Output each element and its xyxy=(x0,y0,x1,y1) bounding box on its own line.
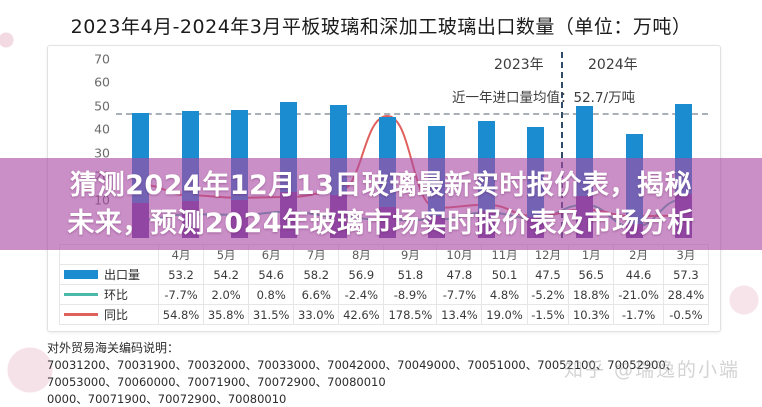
table-cell: 0.8% xyxy=(248,284,295,305)
headline-line-2: 未来，预测2024年玻璃市场实时报价表及市场分析 xyxy=(67,208,695,239)
year-band: 2023年 2024年 xyxy=(48,54,720,74)
table-cell: 31.5% xyxy=(248,304,295,325)
data-table: 4月 5月 6月 7月 8月 9月 10月 11月 12月 1月 2月 3月 出口量 53.2 54.2 5… xyxy=(59,244,710,325)
legend-swatch-bar-icon xyxy=(64,270,98,279)
table-row: 环比 -7.7% 2.0% 0.8% 6.6% -2.4% -8.9% -7.7% 4.8% -5… xyxy=(59,284,710,305)
legend-label-text: 出口量 xyxy=(104,268,141,282)
table-cell: 10.3% xyxy=(568,304,615,325)
table-cell: -5.2% xyxy=(526,284,570,305)
table-body: 出口量 53.2 54.2 54.6 58.2 56.9 51.8 47.8 50.1 47.5 5… xyxy=(59,264,710,325)
table-cell: -1.7% xyxy=(613,304,664,325)
y-axis-tick: 30 xyxy=(94,145,110,161)
year-label-right: 2024年 xyxy=(588,57,638,73)
legend-label-text: 同比 xyxy=(104,308,129,322)
legend-swatch-line-icon xyxy=(64,313,98,316)
table-cell: 54.8% xyxy=(157,304,205,325)
table-cell: -21.0% xyxy=(613,284,664,305)
footnote-line-2: 0000、70071900、70072900、70080010 xyxy=(47,391,287,406)
table-cell: 35.8% xyxy=(203,304,250,325)
table-row: 出口量 53.2 54.2 54.6 58.2 56.9 51.8 47.8 50.1 47.5 5… xyxy=(59,264,710,285)
table-cell: 42.6% xyxy=(338,304,385,325)
table-cell: -2.4% xyxy=(338,284,385,305)
table-cell: 178.5% xyxy=(383,304,438,325)
y-axis-tick: 40 xyxy=(94,121,110,137)
table-cell: 54.6 xyxy=(248,264,295,285)
legend-row-label: 出口量 xyxy=(59,264,159,285)
table-cell: 50.1 xyxy=(481,264,528,285)
year-label-left: 2023年 xyxy=(494,57,544,73)
table-cell: 58.2 xyxy=(293,264,340,285)
table-cell: 6.6% xyxy=(293,284,340,305)
legend-row-label: 环比 xyxy=(59,284,159,305)
table-cell: 2.0% xyxy=(203,284,250,305)
table-cell: 56.5 xyxy=(568,264,615,285)
table-cell: 54.2 xyxy=(203,264,250,285)
table-cell: 33.0% xyxy=(293,304,340,325)
year-divider-line xyxy=(561,52,563,238)
table-cell: 47.5 xyxy=(526,264,570,285)
headline-text: 猜测2024年12月13日玻璃最新实时报价表，揭秘 未来，预测2024年玻璃市场… xyxy=(0,160,762,250)
y-axis-tick: 60 xyxy=(94,74,110,90)
average-reference-line xyxy=(116,112,708,115)
table-cell: 44.6 xyxy=(613,264,664,285)
footnote-title: 对外贸易海关编码说明： xyxy=(47,341,180,355)
table-cell: -8.9% xyxy=(383,284,438,305)
headline-line-1: 猜测2024年12月13日玻璃最新实时报价表，揭秘 xyxy=(70,169,692,201)
table-cell: 56.9 xyxy=(338,264,385,285)
table-row: 同比 54.8% 35.8% 31.5% 33.0% 42.6% 178.5% 13.4% 19… xyxy=(59,304,710,325)
table-cell: 57.3 xyxy=(662,264,710,285)
table-cell: -1.5% xyxy=(526,304,570,325)
table-cell: 4.8% xyxy=(481,284,528,305)
table-cell: -7.7% xyxy=(157,284,205,305)
footnote: 对外贸易海关编码说明： 70031200、70031900、70032000、7… xyxy=(47,340,747,407)
footnote-line-1: 70031200、70031900、70032000、70033000、7004… xyxy=(47,358,678,390)
table-cell: 47.8 xyxy=(436,264,483,285)
average-annotation: 近一年进口量均值：52.7/万吨 xyxy=(452,90,636,106)
table-cell: 28.4% xyxy=(662,284,710,305)
table-cell: 53.2 xyxy=(157,264,205,285)
table-cell: 13.4% xyxy=(436,304,483,325)
table-cell: 18.8% xyxy=(568,284,615,305)
legend-row-label: 同比 xyxy=(59,304,159,325)
y-axis-tick: 70 xyxy=(94,51,110,67)
table-cell: -0.5% xyxy=(662,304,710,325)
table-cell: -7.7% xyxy=(436,284,483,305)
table-cell: 19.0% xyxy=(481,304,528,325)
table-cell: 51.8 xyxy=(383,264,438,285)
legend-label-text: 环比 xyxy=(104,288,129,302)
legend-swatch-line-icon xyxy=(64,293,98,296)
page-title: 2023年4月-2024年3月平板玻璃和深加工玻璃出口数量（单位：万吨） xyxy=(70,16,692,38)
y-axis-tick: 50 xyxy=(94,98,110,114)
